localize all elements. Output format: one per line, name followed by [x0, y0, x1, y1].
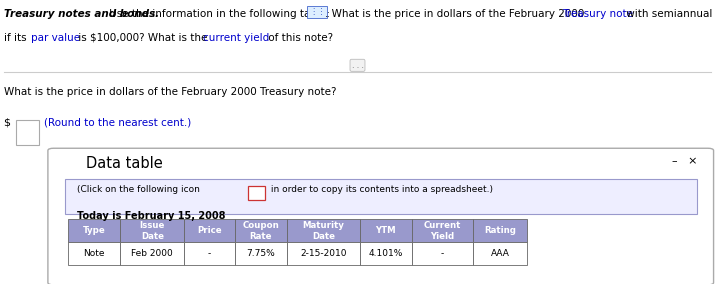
Bar — [412, 219, 473, 242]
Text: 7.75%: 7.75% — [247, 249, 275, 258]
Bar — [412, 242, 473, 265]
Bar — [235, 242, 287, 265]
Text: if its: if its — [4, 33, 29, 43]
Bar — [68, 242, 120, 265]
Text: with semiannual payment: with semiannual payment — [623, 9, 715, 18]
FancyBboxPatch shape — [248, 186, 265, 200]
FancyBboxPatch shape — [16, 120, 39, 145]
Text: Maturity
Date: Maturity Date — [302, 221, 345, 241]
Text: Type: Type — [83, 226, 105, 235]
FancyBboxPatch shape — [48, 148, 714, 284]
Bar — [360, 219, 412, 242]
Text: 4.101%: 4.101% — [368, 249, 403, 258]
FancyBboxPatch shape — [65, 179, 697, 214]
Bar — [287, 242, 360, 265]
Text: par value: par value — [31, 33, 81, 43]
Text: Price: Price — [197, 226, 222, 235]
Text: . What is the price in dollars of the February 2000: . What is the price in dollars of the Fe… — [325, 9, 588, 18]
Text: (Click on the following icon: (Click on the following icon — [77, 185, 200, 194]
Text: Today is February 15, 2008: Today is February 15, 2008 — [77, 211, 226, 221]
Text: Current
Yield: Current Yield — [424, 221, 461, 241]
Text: Feb 2000: Feb 2000 — [132, 249, 173, 258]
Text: Rating: Rating — [484, 226, 516, 235]
Bar — [184, 219, 235, 242]
Text: Note: Note — [83, 249, 105, 258]
Bar — [120, 242, 184, 265]
Text: What is the price in dollars of the February 2000 Treasury note?: What is the price in dollars of the Febr… — [4, 87, 336, 97]
Text: is $100,000? What is the: is $100,000? What is the — [75, 33, 211, 43]
Text: . . .: . . . — [352, 61, 363, 70]
Text: 2-15-2010: 2-15-2010 — [300, 249, 347, 258]
Text: AAA: AAA — [490, 249, 510, 258]
Text: -: - — [441, 249, 444, 258]
Text: Data table: Data table — [86, 156, 162, 171]
Text: –   ×: – × — [671, 156, 697, 166]
Text: (Round to the nearest cent.): (Round to the nearest cent.) — [44, 118, 192, 128]
Bar — [120, 219, 184, 242]
Text: YTM: YTM — [375, 226, 396, 235]
Text: current yield: current yield — [203, 33, 270, 43]
Text: $: $ — [4, 118, 11, 128]
Bar — [287, 219, 360, 242]
Bar — [235, 219, 287, 242]
Text: ⋮⋮: ⋮⋮ — [309, 7, 325, 16]
Bar — [473, 242, 527, 265]
Text: -: - — [208, 249, 211, 258]
Bar — [473, 219, 527, 242]
Text: Coupon
Rate: Coupon Rate — [242, 221, 280, 241]
Bar — [360, 242, 412, 265]
Text: Treasury note: Treasury note — [562, 9, 633, 18]
Text: of this note?: of this note? — [265, 33, 332, 43]
Text: Use the information in the following table:: Use the information in the following tab… — [106, 9, 333, 18]
Bar — [68, 219, 120, 242]
Text: Issue
Date: Issue Date — [139, 221, 165, 241]
Bar — [184, 242, 235, 265]
Text: in order to copy its contents into a spreadsheet.): in order to copy its contents into a spr… — [268, 185, 493, 194]
Text: Treasury notes and bonds.: Treasury notes and bonds. — [4, 9, 159, 18]
